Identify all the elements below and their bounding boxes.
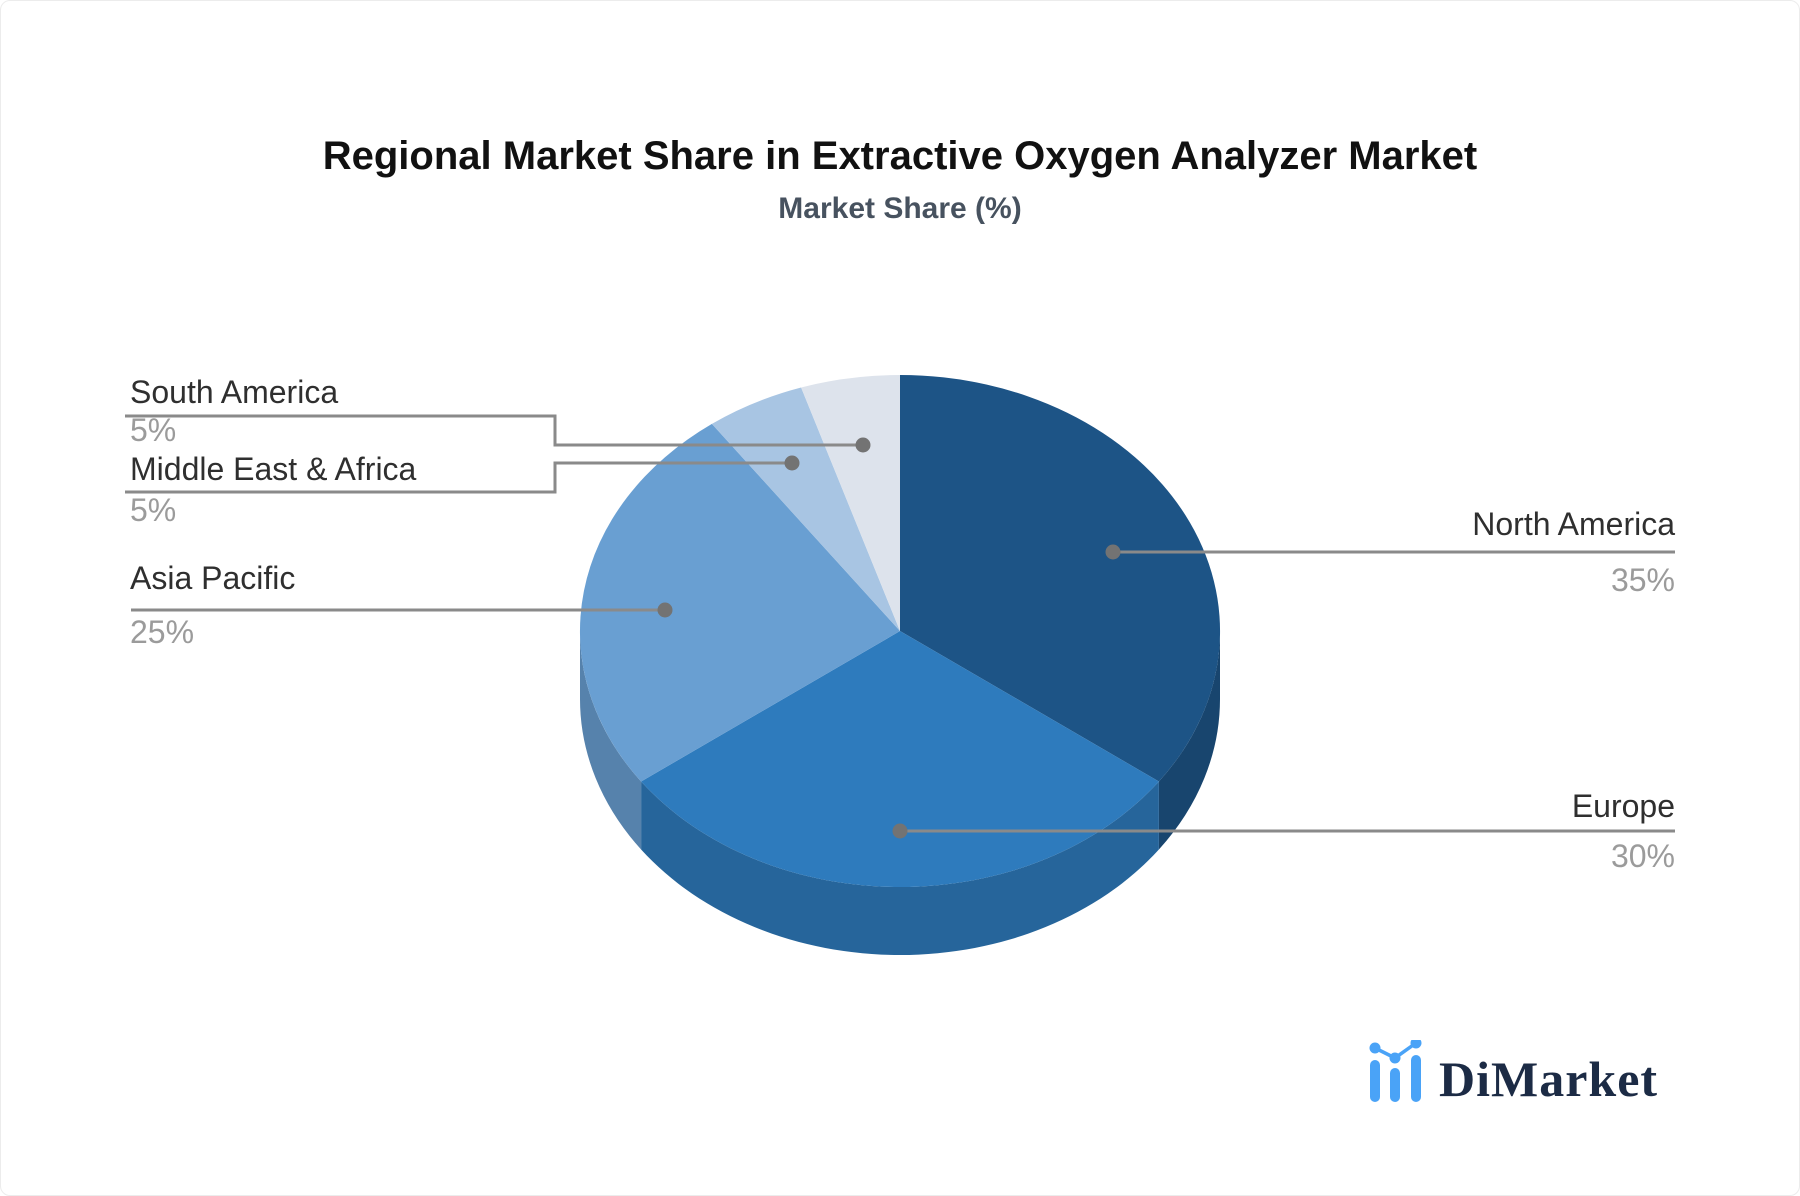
value-north-america: 35% (1610, 562, 1675, 598)
chart-title: Regional Market Share in Extractive Oxyg… (322, 134, 1478, 178)
brand-logo-text: DiMarket (1439, 1051, 1659, 1107)
pie-slice-side-0 (1158, 631, 1220, 850)
pie-3d-sides (580, 631, 1220, 956)
value-middle-east-africa: 5% (130, 492, 177, 528)
label-middle-east-africa: Middle East & Africa (130, 451, 417, 487)
leader-south-america (125, 414, 856, 447)
label-asia-pacific: Asia Pacific (130, 560, 296, 596)
brand-logo: DiMarket (1367, 1040, 1658, 1104)
pie-slice-4[interactable] (801, 375, 900, 631)
leader-lines (125, 414, 1675, 833)
label-south-america: South America (130, 374, 339, 410)
bar-line-chart-icon (1369, 1040, 1422, 1102)
dot-south-america (855, 437, 871, 453)
value-south-america: 5% (130, 412, 177, 448)
pie-slice-1[interactable] (641, 631, 1159, 888)
pie-slice-side-1 (641, 781, 1159, 956)
dot-asia-pacific (657, 602, 673, 618)
pie-slices[interactable] (579, 375, 1221, 888)
chart-subtitle: Market Share (%) (778, 192, 1022, 225)
label-north-america: North America (1472, 506, 1675, 542)
pie-slice-3[interactable] (711, 387, 900, 632)
value-asia-pacific: 25% (130, 614, 195, 650)
leader-middle-east-africa (125, 461, 785, 494)
label-europe: Europe (1571, 788, 1675, 824)
dot-north-america (1105, 544, 1121, 560)
value-europe: 30% (1610, 838, 1675, 874)
dot-europe (892, 823, 908, 839)
pie-slice-2[interactable] (579, 423, 900, 782)
pie-slice-side-2 (580, 631, 642, 850)
pie-slice-0[interactable] (900, 375, 1221, 782)
leader-dots (657, 437, 1121, 839)
dot-middle-east-africa (784, 455, 800, 471)
